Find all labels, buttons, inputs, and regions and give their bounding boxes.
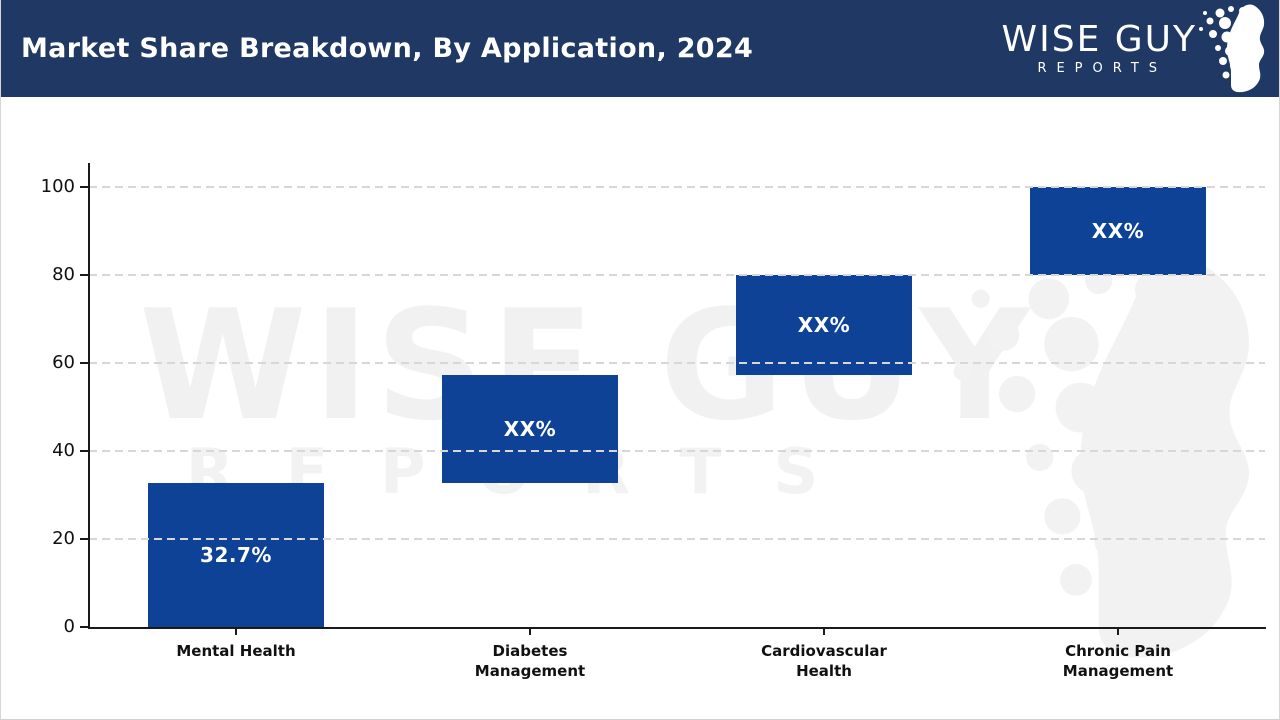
y-tick-label: 0 (63, 616, 75, 637)
gridline (89, 362, 1265, 364)
waterfall-bar: XX% (736, 275, 912, 375)
category-label: Cardiovascular Health (761, 642, 887, 680)
gridline (89, 274, 1265, 276)
waterfall-bar: 32.7% (148, 483, 324, 627)
gridline (89, 538, 1265, 540)
bar-value-label: XX% (1091, 219, 1145, 243)
y-axis (88, 163, 90, 629)
y-tick (80, 274, 88, 276)
category-label: Diabetes Management (474, 642, 586, 680)
bar-value-label: XX% (503, 416, 557, 441)
waterfall-bar: XX% (442, 374, 618, 484)
waterfall-bar: XX% (1030, 187, 1206, 275)
y-tick (80, 538, 88, 540)
x-tick (823, 628, 825, 635)
brand-logo-text: WISE GUY REPORTS (1001, 18, 1198, 76)
x-tick (1117, 628, 1119, 635)
header: Market Share Breakdown, By Application, … (1, 0, 1279, 97)
y-tick (80, 626, 88, 628)
y-tick (80, 362, 88, 364)
bar-value-label: XX% (797, 312, 851, 337)
brand-subtitle: REPORTS (1037, 60, 1168, 76)
brand-face-icon (1199, 4, 1265, 92)
y-tick-label: 80 (52, 264, 75, 285)
bar-value-label: 32.7% (200, 543, 272, 568)
y-tick-label: 60 (52, 352, 75, 373)
chart-area: WISE GUY REPORTS 32.7%Mental HealthXX%Di… (1, 97, 1279, 719)
watermark-face-icon (953, 260, 1250, 658)
gridline (89, 450, 1265, 452)
brand-logo: WISE GUY REPORTS (1002, 0, 1270, 97)
gridline (89, 186, 1265, 188)
y-tick-label: 100 (40, 176, 75, 197)
y-tick (80, 186, 88, 188)
x-tick (235, 628, 237, 635)
y-tick (80, 450, 88, 452)
y-tick-label: 40 (52, 440, 75, 461)
x-tick (529, 628, 531, 635)
x-axis (88, 627, 1266, 629)
y-tick-label: 20 (52, 528, 75, 549)
page-title: Market Share Breakdown, By Application, … (21, 33, 754, 64)
brand-name: WISE GUY (1001, 18, 1197, 60)
category-label: Mental Health (176, 642, 296, 660)
category-label: Chronic Pain Management (1062, 642, 1174, 680)
